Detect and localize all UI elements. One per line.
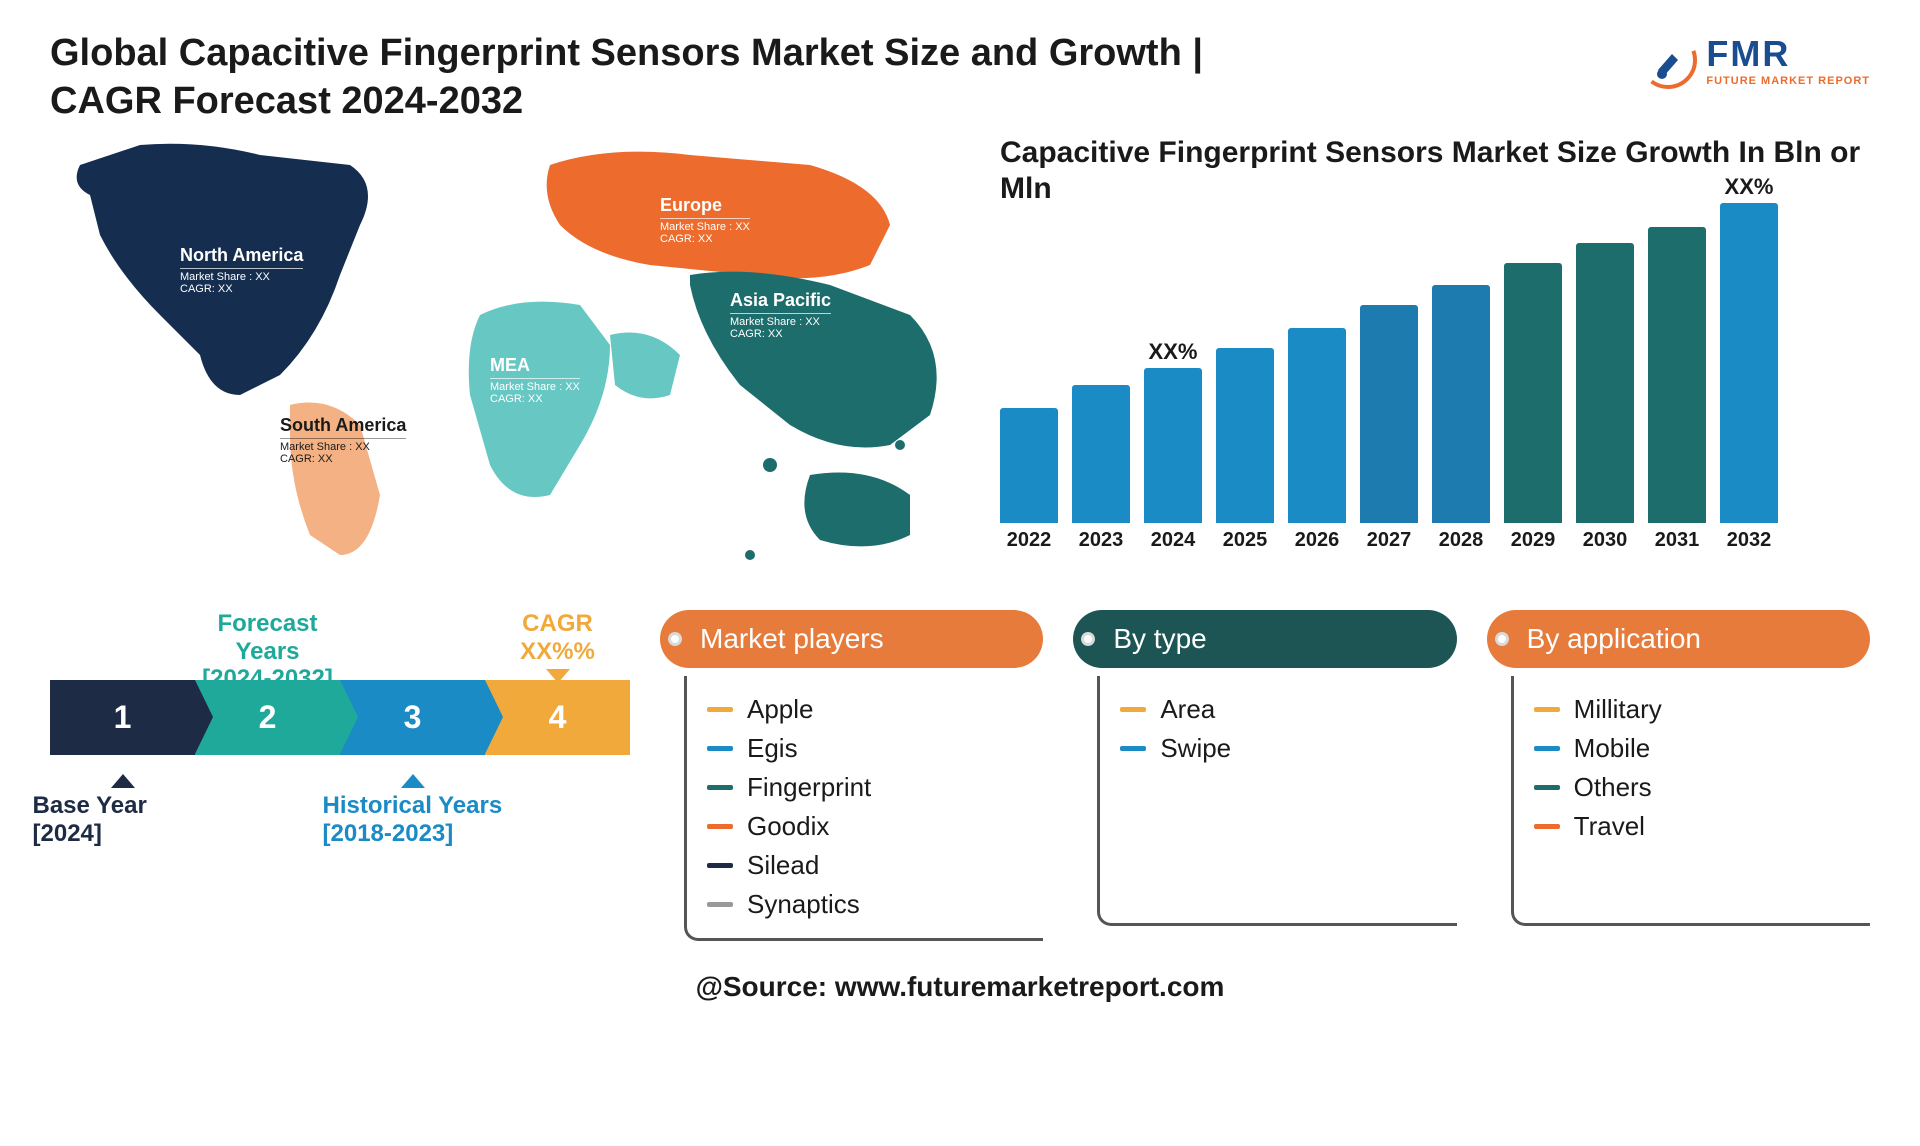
region-label-sa: South AmericaMarket Share : XXCAGR: XX — [280, 415, 406, 465]
list-item: Travel — [1534, 807, 1870, 846]
region-label-eu: EuropeMarket Share : XXCAGR: XX — [660, 195, 750, 245]
list-item: Swipe — [1120, 729, 1456, 768]
pill-header: By type — [1073, 610, 1456, 668]
logo-text: FMR — [1706, 33, 1870, 75]
list-item: Egis — [707, 729, 1043, 768]
region-label-mea: MEAMarket Share : XXCAGR: XX — [490, 355, 580, 405]
logo: FMR FUTURE MARKET REPORT — [1638, 30, 1870, 90]
timeline-seg-1: 1 — [50, 680, 195, 755]
pill-body: MillitaryMobileOthersTravel — [1511, 676, 1870, 926]
bar-2023: 2023 — [1072, 385, 1130, 552]
timeline-seg-2: 2 — [195, 680, 340, 755]
bar-2032: XX%2032 — [1720, 203, 1778, 552]
pill-body: AppleEgisFingerprintGoodixSileadSynaptic… — [684, 676, 1043, 941]
timeline-seg-3: 3 — [340, 680, 485, 755]
source-line: @Source: www.futuremarketreport.com — [50, 971, 1870, 1003]
timeline-seg-4: 4 — [485, 680, 630, 755]
list-item: Synaptics — [707, 885, 1043, 924]
bar-2031: 2031 — [1648, 227, 1706, 552]
by-application-panel: By application MillitaryMobileOthersTrave… — [1487, 610, 1870, 926]
list-item: Goodix — [707, 807, 1043, 846]
bar-2022: 2022 — [1000, 408, 1058, 552]
timeline-bottom-1: Base Year[2024] — [33, 770, 213, 847]
pill-header: By application — [1487, 610, 1870, 668]
timeline-top-4: CAGRXX%% — [478, 610, 638, 683]
bar-2025: 2025 — [1216, 348, 1274, 552]
region-label-ap: Asia PacificMarket Share : XXCAGR: XX — [730, 290, 831, 340]
bar-2030: 2030 — [1576, 243, 1634, 552]
pill-body: AreaSwipe — [1097, 676, 1456, 926]
bar-2027: 2027 — [1360, 305, 1418, 552]
bar-chart: Capacitive Fingerprint Sensors Market Si… — [1000, 135, 1870, 575]
bar-2026: 2026 — [1288, 328, 1346, 552]
world-map: North AmericaMarket Share : XXCAGR: XX So… — [50, 135, 970, 575]
market-players-panel: Market players AppleEgisFingerprintGoodix… — [660, 610, 1043, 941]
by-type-panel: By type AreaSwipe — [1073, 610, 1456, 926]
page-title: Global Capacitive Fingerprint Sensors Ma… — [50, 30, 1250, 125]
bar-2024: XX%2024 — [1144, 368, 1202, 552]
list-item: Silead — [707, 846, 1043, 885]
list-item: Apple — [707, 690, 1043, 729]
timeline: Forecast Years[2024-2032]CAGRXX%% 1234 B… — [50, 610, 630, 755]
pill-header: Market players — [660, 610, 1043, 668]
list-item: Area — [1120, 690, 1456, 729]
timeline-bottom-3: Historical Years[2018-2023] — [323, 770, 503, 847]
bar-2028: 2028 — [1432, 285, 1490, 552]
list-item: Mobile — [1534, 729, 1870, 768]
logo-subtext: FUTURE MARKET REPORT — [1706, 75, 1870, 87]
bar-2029: 2029 — [1504, 263, 1562, 552]
list-item: Others — [1534, 768, 1870, 807]
region-label-na: North AmericaMarket Share : XXCAGR: XX — [180, 245, 303, 295]
list-item: Fingerprint — [707, 768, 1043, 807]
telescope-icon — [1638, 30, 1698, 90]
list-item: Millitary — [1534, 690, 1870, 729]
